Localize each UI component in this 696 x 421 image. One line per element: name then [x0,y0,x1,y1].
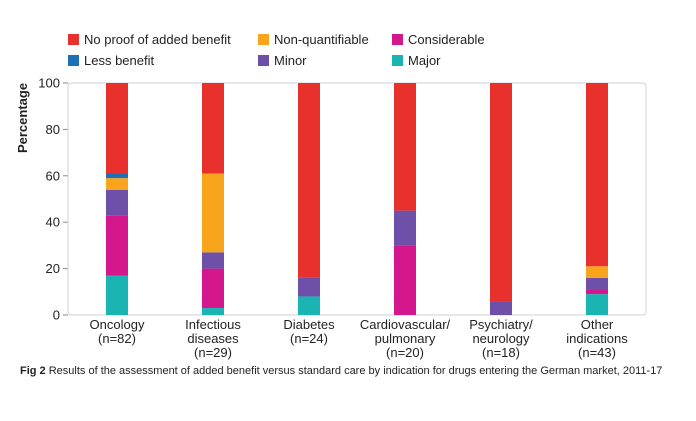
x-category-label: (n=24) [290,331,328,346]
legend-swatch-considerable [392,34,403,45]
legend-label-no-proof-of-added-benefit: No proof of added benefit [84,32,231,47]
x-category-label: (n=18) [482,345,520,360]
legend-label-less-benefit: Less benefit [84,53,154,68]
y-axis-ticks: 0 20 40 60 80 100 [38,76,68,323]
x-category-label: Other [581,317,614,332]
legend-swatch-non-quantifiable [258,34,269,45]
x-category-label: Oncology [90,317,145,332]
bar-segment-major-other [586,294,608,315]
bar-segment-minor-cardiovascular [394,210,416,246]
x-category-label: (n=29) [194,345,232,360]
bar-segment-considerable-infectious [202,268,224,309]
legend-swatch-minor [258,55,269,66]
legend-label-considerable: Considerable [408,32,485,47]
legend-label-non-quantifiable: Non-quantifiable [274,32,369,47]
figure-caption: Fig 2 Results of the assessment of added… [20,365,680,378]
x-category-label: (n=43) [578,345,616,360]
bar-segment-major-diabetes [298,296,320,315]
bar-segment-non-quantifiable-other [586,266,608,278]
bar-segment-major-oncology [106,275,128,315]
x-category-label: Diabetes [283,317,335,332]
x-category-label: Cardiovascular/ [360,317,451,332]
legend-swatch-less-benefit [68,55,79,66]
bar-segment-non-quantifiable-infectious [202,173,224,253]
y-tick-label: 40 [46,215,60,230]
y-axis-label: Percentage [15,83,30,153]
x-category-label: Psychiatry/ [469,317,533,332]
legend-label-minor: Minor [274,53,307,68]
bar-segment-non-quantifiable-oncology [106,178,128,190]
x-category-label: (n=20) [386,345,424,360]
bar-segment-no-proof-of-added-benefit-cardiovascular [394,83,416,211]
bar-segment-no-proof-of-added-benefit-diabetes [298,83,320,278]
y-tick-label: 0 [53,308,60,323]
y-tick-label: 100 [38,76,60,91]
legend-swatch-no-proof-of-added-benefit [68,34,79,45]
plot-frame [67,82,647,316]
bars [106,83,608,315]
caption-text: Results of the assessment of added benef… [48,365,663,377]
bar-segment-minor-diabetes [298,277,320,297]
stacked-bar-chart: No proof of added benefit Non-quantifiabl… [15,32,647,360]
bar-segment-no-proof-of-added-benefit-other [586,83,608,267]
bar-segment-minor-other [586,277,608,290]
x-category-label: (n=82) [98,331,136,346]
legend-swatch-major [392,55,403,66]
y-tick-label: 80 [46,122,60,137]
bar-segment-considerable-oncology [106,215,128,276]
legend: No proof of added benefit Non-quantifiabl… [68,32,485,68]
bar-segment-minor-oncology [106,189,128,216]
bar-segment-minor-psychiatry [490,301,512,315]
bar-segment-no-proof-of-added-benefit-infectious [202,83,224,174]
bar-segment-considerable-other [586,289,608,295]
bar-segment-less-benefit-oncology [106,173,128,179]
bar-segment-no-proof-of-added-benefit-oncology [106,83,128,174]
caption-fig-label: Fig 2 [20,365,46,377]
bar-segment-considerable-cardiovascular [394,245,416,315]
x-category-label: Infectious [185,317,241,332]
legend-label-major: Major [408,53,441,68]
y-tick-label: 20 [46,261,60,276]
x-category-label: pulmonary [375,331,436,346]
y-tick-label: 60 [46,168,60,183]
bar-segment-no-proof-of-added-benefit-psychiatry [490,83,512,302]
bar-segment-minor-infectious [202,252,224,269]
x-category-label: indications [566,331,628,346]
bar-segment-major-infectious [202,308,224,315]
x-category-label: diseases [187,331,239,346]
x-category-label: neurology [472,331,530,346]
